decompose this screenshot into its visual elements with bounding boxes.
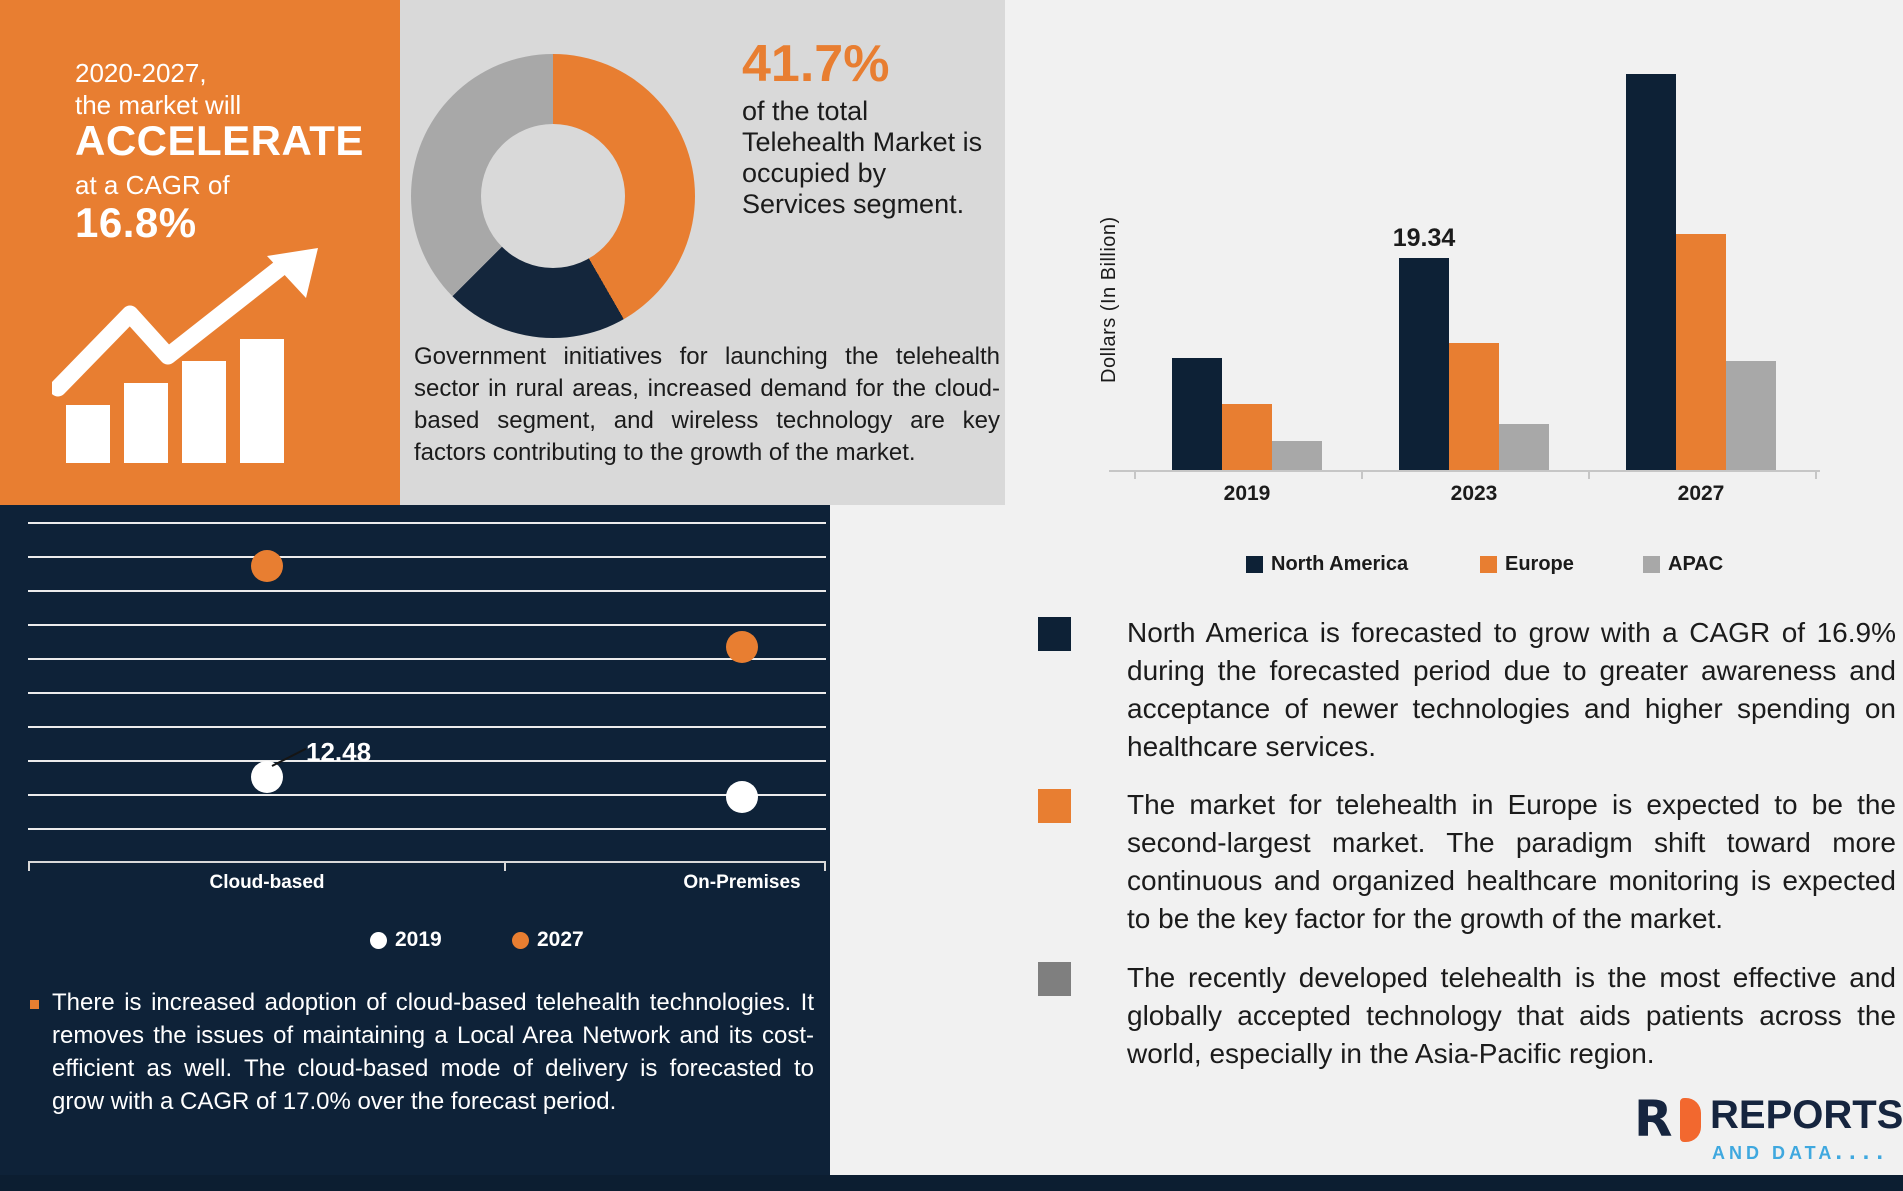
dot-plot-grid-line — [28, 691, 826, 694]
dot-category-label: On-Premises — [683, 872, 801, 893]
reports-and-data-logo: R REPORTS AND DATA.... — [1634, 1090, 1903, 1166]
legend-dot-2027 — [512, 931, 529, 949]
bar-chart-y-axis-label: Dollars (In Billion) — [1098, 216, 1120, 383]
logo-r-mark: R — [1634, 1090, 1673, 1148]
europe-swatch — [1480, 556, 1497, 573]
logo-dots: .... — [1835, 1138, 1890, 1165]
donut-hole — [481, 124, 625, 268]
dot-axis-tick — [824, 861, 826, 871]
bar-x-tick-label: 2027 — [1677, 482, 1725, 505]
bullet-marker — [30, 1000, 39, 1009]
dot-axis-tick — [28, 861, 30, 871]
donut-chart — [411, 54, 695, 338]
dot-plot-x-axis — [28, 861, 826, 863]
north-america-swatch — [1246, 556, 1263, 573]
bar-apac-2023 — [1499, 423, 1549, 470]
bar-legend-item-north-america: North America — [1246, 553, 1408, 576]
bar-europe-2019 — [1222, 404, 1272, 470]
bottom-strip — [0, 1175, 1903, 1191]
dot-category-label: Cloud-based — [209, 872, 325, 893]
bar-x-tick-label: 2019 — [1223, 482, 1271, 505]
bar-legend-label: North America — [1271, 553, 1409, 575]
bar-axis-tick — [1815, 470, 1817, 479]
promo-cagr-value: 16.8% — [75, 199, 197, 246]
dot-legend-item-2019: 2019 — [370, 928, 442, 952]
apac-bullet-text: The recently developed telehealth is the… — [1127, 962, 1896, 1069]
dot-data-label: 12.48 — [306, 737, 372, 767]
dot-plot-grid-line — [28, 521, 826, 524]
north-america-bullet-text: North America is forecasted to grow with… — [1127, 617, 1896, 762]
bar-legend-item-europe: Europe — [1480, 553, 1574, 576]
dot-plot-grid-line — [28, 555, 826, 558]
cloud-adoption-paragraph: There is increased adoption of cloud-bas… — [52, 989, 814, 1115]
bar-legend-label: Europe — [1505, 553, 1574, 575]
bar-legend-label: APAC — [1668, 553, 1724, 575]
dot-plot-grid-line — [28, 657, 826, 660]
bar-data-label: 19.34 — [1392, 224, 1456, 252]
north-america-bullet-square — [1038, 617, 1071, 651]
bar-x-tick-label: 2023 — [1450, 482, 1498, 505]
apac-swatch — [1643, 556, 1660, 573]
dot-2019-cloud-based — [251, 761, 283, 793]
bar-north-america-2019 — [1172, 358, 1222, 470]
bar-north-america-2027 — [1626, 74, 1676, 470]
europe-bullet-square — [1038, 789, 1071, 823]
europe-bullet-text: The market for telehealth in Europe is e… — [1127, 789, 1896, 934]
bar-axis-tick — [1361, 470, 1363, 479]
bar-europe-2023 — [1449, 342, 1499, 470]
dot-2027-on-premises — [726, 631, 758, 664]
bar-chart-x-axis — [1109, 470, 1820, 472]
logo-d-mark — [1680, 1098, 1701, 1142]
dot-legend-label: 2027 — [537, 928, 584, 951]
apac-bullet-square — [1038, 962, 1071, 996]
dot-plot-grid-line — [28, 589, 826, 592]
dot-2019-on-premises — [726, 781, 758, 814]
promo-accelerate: ACCELERATE — [75, 117, 364, 164]
dot-plot-grid-line — [28, 828, 826, 830]
market-drivers-paragraph: Government initiatives for launching the… — [414, 343, 1000, 466]
dot-legend-label: 2019 — [395, 928, 442, 951]
bar-legend-item-apac: APAC — [1643, 553, 1723, 576]
services-share-caption: of the total Telehealth Market is occupi… — [742, 96, 983, 219]
dot-2027-cloud-based — [251, 549, 283, 582]
dot-plot-grid-line — [28, 623, 826, 626]
logo-subtitle: AND DATA.... — [1712, 1138, 1890, 1165]
dot-axis-tick — [504, 861, 506, 871]
bar-apac-2019 — [1272, 441, 1322, 470]
bar-axis-tick — [1588, 470, 1590, 479]
dot-plot-grid-line — [28, 759, 826, 762]
bar-axis-tick — [1134, 470, 1136, 479]
promo-line-4: at a CAGR of — [75, 170, 230, 200]
legend-dot-2019 — [370, 931, 387, 949]
bar-apac-2027 — [1726, 361, 1776, 470]
bar-growth-arrow-icon — [52, 248, 318, 463]
services-share-stat: 41.7% — [742, 35, 890, 93]
promo-line-2: the market will — [75, 90, 242, 120]
logo-word: REPORTS — [1710, 1093, 1903, 1137]
dot-plot-panel — [0, 505, 830, 1191]
dot-legend-item-2027: 2027 — [512, 928, 584, 952]
bar-europe-2027 — [1676, 234, 1726, 470]
promo-line-1: 2020-2027, — [75, 58, 207, 88]
dot-plot-grid-line — [28, 793, 826, 796]
bar-north-america-2023 — [1399, 258, 1449, 470]
dot-plot-grid-line — [28, 725, 826, 728]
